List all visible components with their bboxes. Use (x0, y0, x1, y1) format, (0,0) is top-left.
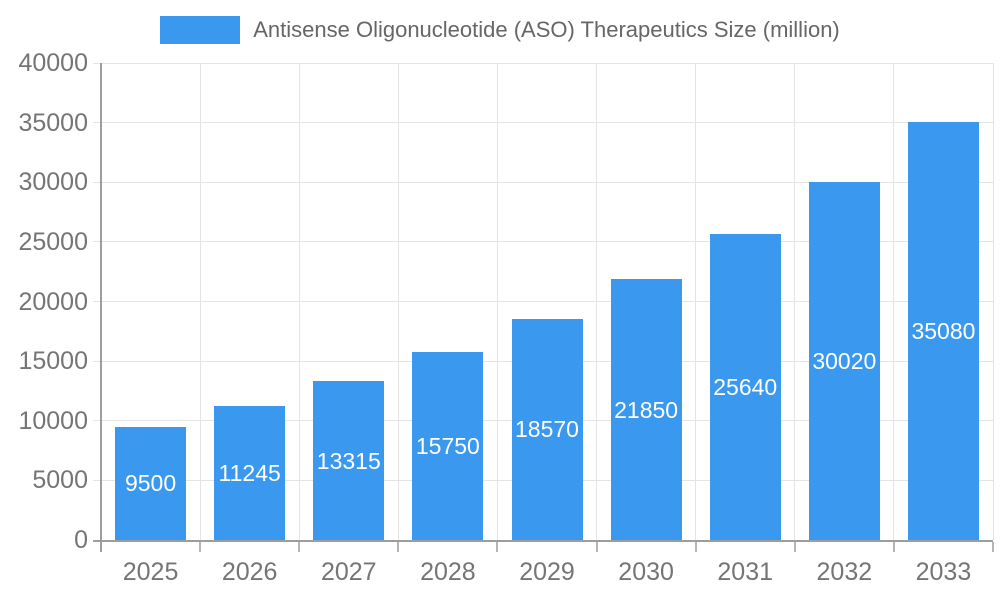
y-axis-label: 35000 (18, 108, 88, 137)
bar-value-label: 18570 (515, 416, 579, 443)
x-axis-label: 2028 (420, 558, 476, 586)
x-gridline (199, 63, 201, 540)
y-axis-label: 5000 (32, 466, 88, 495)
legend-label: Antisense Oligonucleotide (ASO) Therapeu… (253, 17, 840, 42)
bar-value-label: 15750 (415, 433, 480, 460)
x-axis-label: 2031 (717, 558, 774, 586)
bar (610, 279, 682, 540)
bar (115, 426, 187, 540)
bar-value-label: 9500 (124, 470, 177, 497)
x-axis-tick (397, 542, 400, 552)
bar (709, 234, 781, 540)
bar-value-label: 30020 (812, 348, 877, 374)
x-axis-tick (694, 542, 697, 552)
x-axis-label: 2030 (618, 558, 674, 586)
y-axis-line (100, 63, 102, 552)
bar-value-label: 13315 (316, 447, 381, 474)
y-gridline (93, 301, 993, 302)
x-axis-tick (298, 542, 301, 552)
x-gridline (992, 63, 994, 540)
x-gridline (794, 63, 796, 540)
y-axis-label: 15000 (18, 347, 88, 376)
bar-value-label: 25640 (713, 374, 778, 401)
bar-value-label: 35080 (911, 317, 976, 344)
y-axis-label: 25000 (18, 227, 88, 256)
x-gridline (596, 63, 598, 540)
y-gridline (93, 122, 993, 124)
x-axis-label: 2027 (320, 558, 377, 586)
y-gridline (93, 62, 993, 64)
y-gridline (93, 241, 993, 243)
y-axis-label: 40000 (18, 49, 88, 77)
y-axis-label: 30000 (18, 168, 88, 197)
x-axis-label: 2032 (816, 558, 873, 586)
x-axis-tick (496, 542, 499, 552)
y-gridline (93, 181, 993, 183)
bar (412, 352, 484, 540)
bar-value-label: 11245 (218, 459, 281, 486)
y-axis-label: 0 (74, 526, 88, 554)
y-axis-label: 10000 (18, 406, 88, 435)
x-axis-tick (892, 542, 895, 552)
x-gridline (397, 63, 399, 540)
bar (907, 121, 979, 540)
x-axis-tick (595, 542, 598, 552)
x-axis-tick (992, 542, 994, 552)
x-axis-label: 2026 (221, 558, 278, 586)
bar (214, 405, 286, 540)
x-axis-tick (199, 542, 202, 552)
x-gridline (695, 63, 697, 540)
legend-swatch-icon (160, 16, 241, 44)
x-axis-label: 2029 (519, 558, 575, 586)
x-axis-label: 2025 (122, 558, 179, 586)
x-gridline (298, 63, 300, 540)
x-axis-line (93, 540, 993, 542)
bar (313, 381, 385, 540)
x-axis-tick (793, 542, 796, 552)
x-axis-label: 2033 (915, 558, 972, 586)
x-gridline (496, 63, 498, 540)
chart-legend: Antisense Oligonucleotide (ASO) Therapeu… (0, 13, 1000, 47)
bar-value-label: 21850 (614, 396, 679, 423)
bar (511, 318, 583, 540)
y-axis-label: 20000 (18, 287, 88, 316)
x-gridline (893, 63, 895, 540)
bar (808, 182, 880, 540)
